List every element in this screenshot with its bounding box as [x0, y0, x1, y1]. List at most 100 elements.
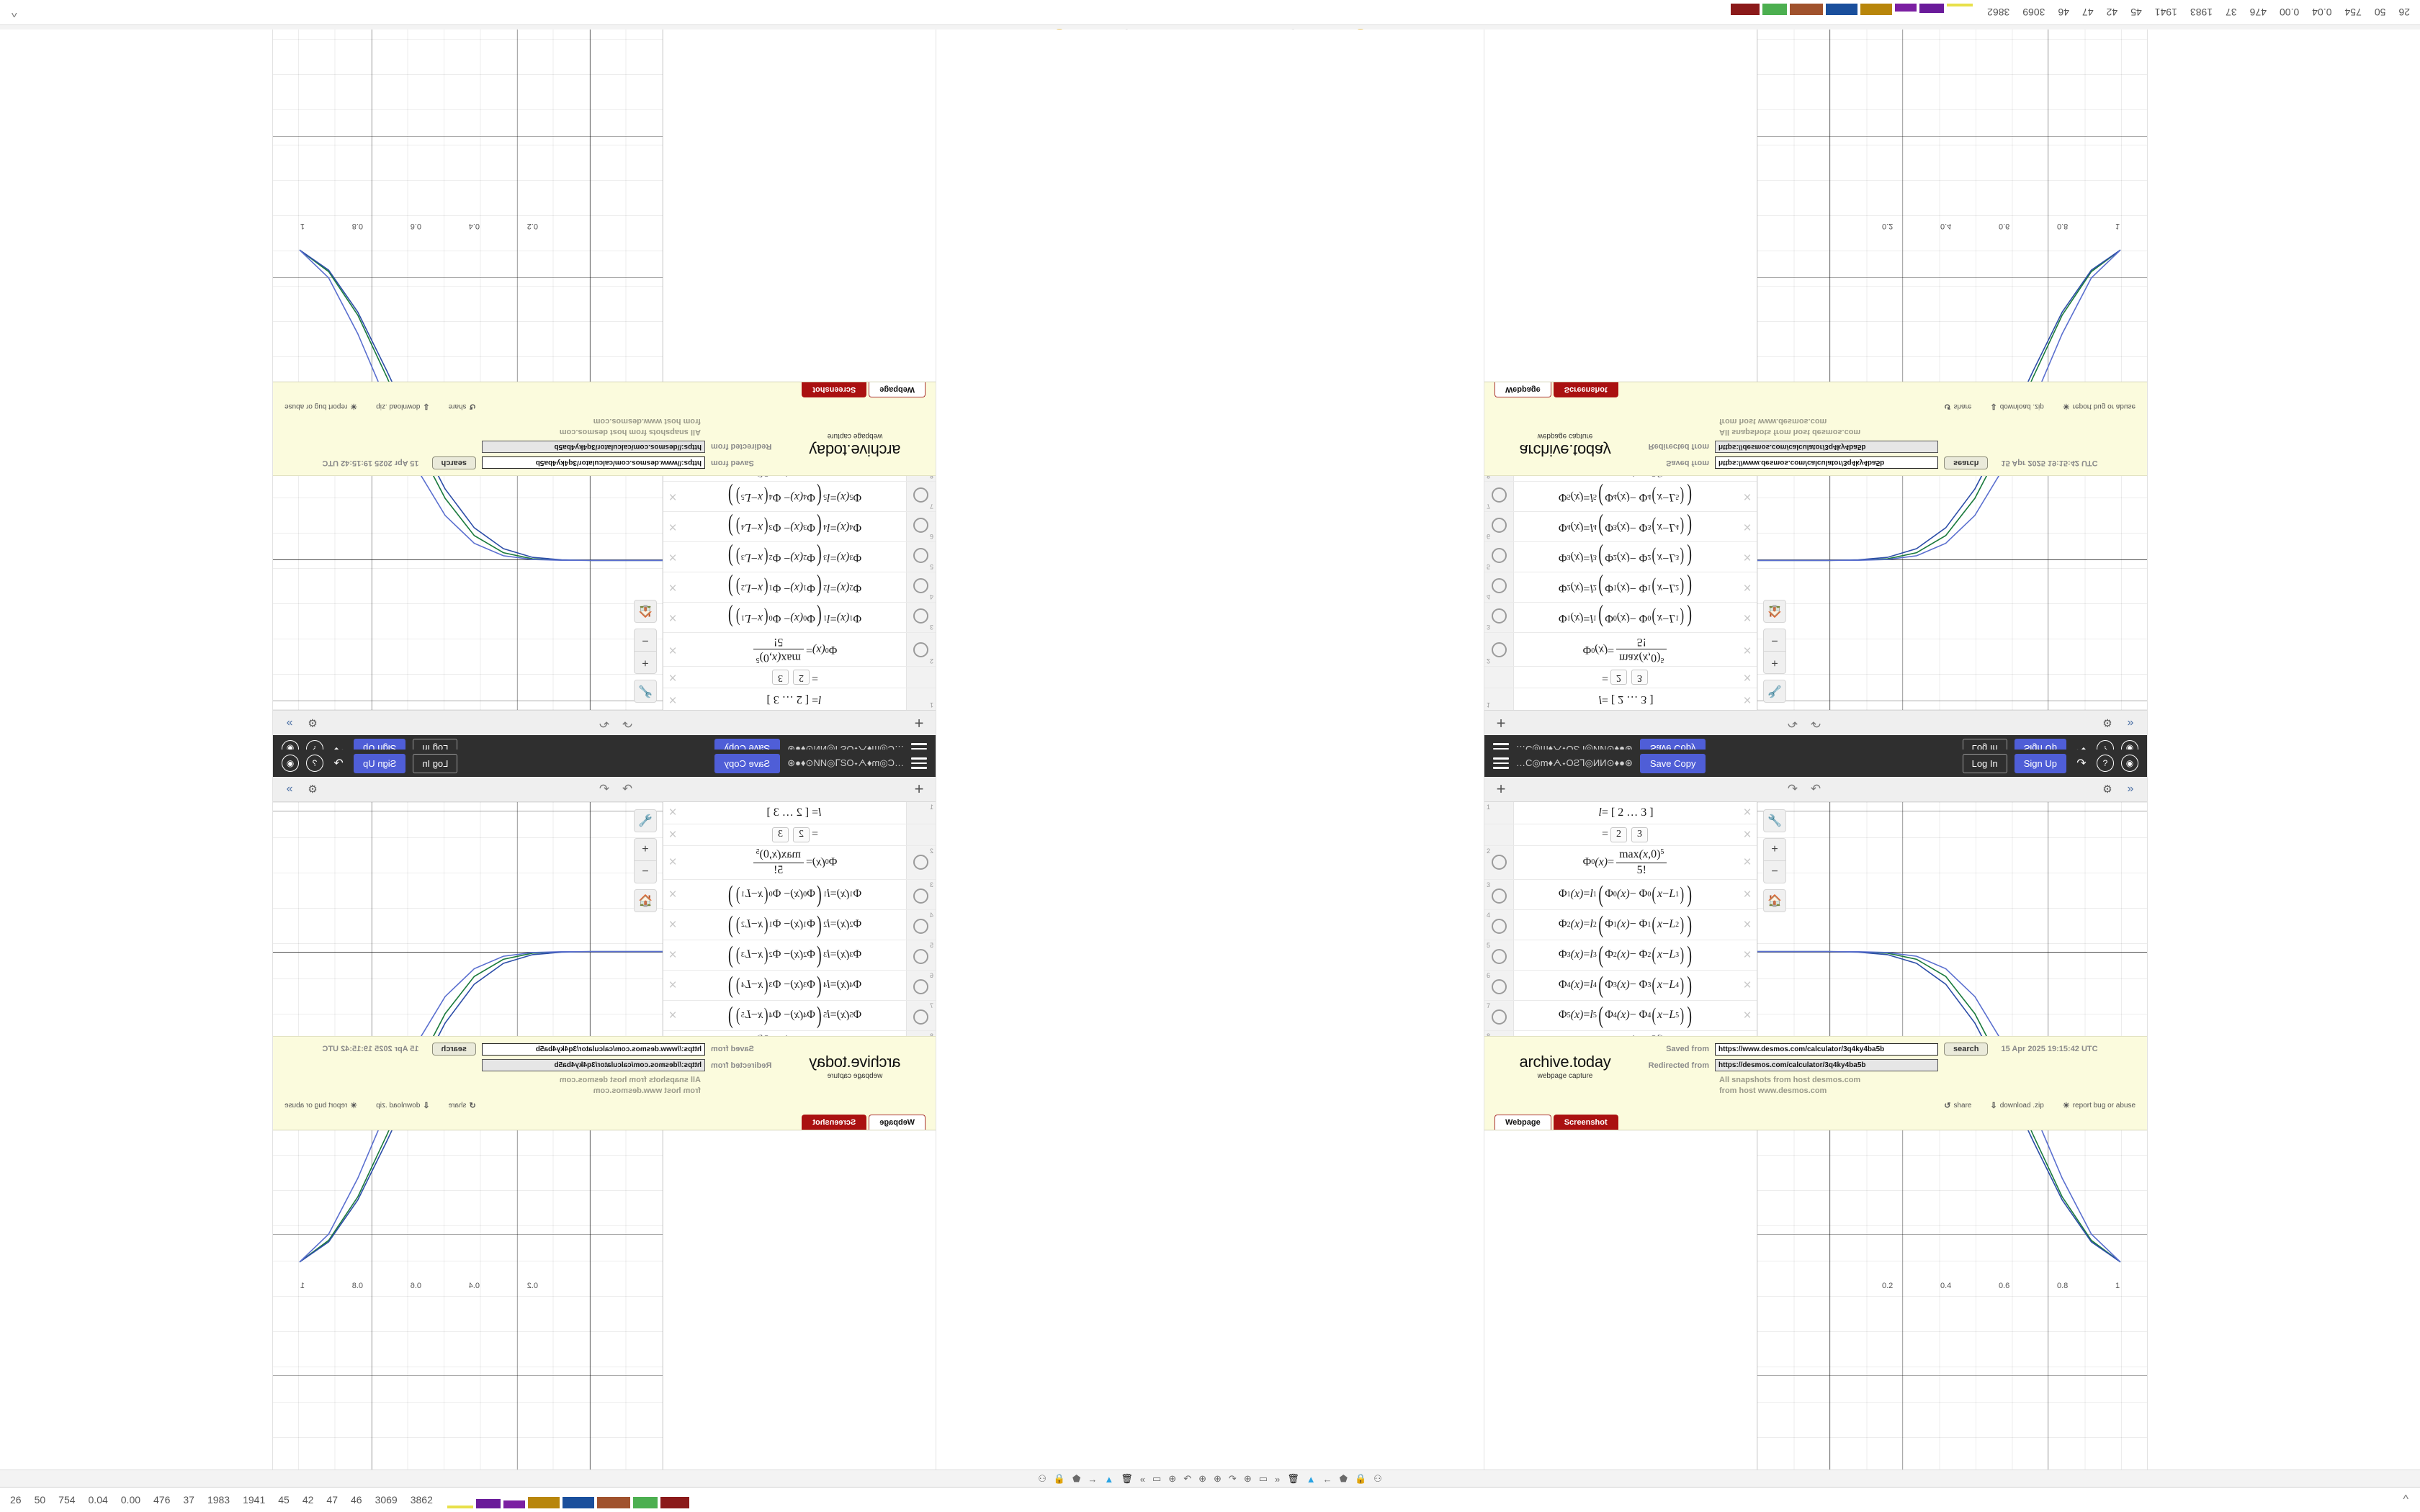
delete-expression-icon[interactable]: × [668, 670, 677, 685]
tab-screenshot[interactable]: Screenshot [802, 1114, 867, 1130]
delete-expression-icon[interactable]: × [668, 692, 677, 707]
lock-icon[interactable]: 🔒 [1354, 1473, 1367, 1484]
expression-row[interactable]: 3 Φ 1 (x) = l 1(Φ 0 (x) − Φ 0(x − L 1)) × [663, 880, 936, 910]
plot-toggle-bubble[interactable] [1491, 919, 1507, 934]
delete-expression-icon[interactable]: × [1743, 642, 1752, 657]
help-icon[interactable]: ? [2097, 755, 2114, 772]
sign-up-button[interactable]: Sign Up [2014, 753, 2066, 773]
expression-content[interactable]: Φ 1 (x) = l 1(Φ 0 (x) − Φ 0(x − L 1)) [682, 603, 906, 632]
undo-icon[interactable]: ↶ [1810, 716, 1821, 730]
search-button[interactable]: search [431, 1043, 476, 1056]
expression-row[interactable]: 2 Φ 0 (x) = max(x,0)5 5! × [663, 846, 936, 880]
expression-content[interactable]: Φ 2 (x) = l 2(Φ 1 (x) − Φ 1(x − L 2)) [682, 572, 906, 602]
download-zip-link[interactable]: ⇩ download .zip [1990, 1101, 2044, 1110]
graph-canvas[interactable]: 🔧 + − 🏠 0.2 0.4 0.6 0.8 1 [1757, 30, 2147, 710]
delete-expression-icon[interactable]: × [1743, 692, 1752, 707]
plot-toggle-bubble[interactable] [913, 979, 929, 994]
plot-toggle-bubble[interactable] [913, 487, 929, 503]
tab-webpage[interactable]: Webpage [869, 382, 926, 398]
plot-toggle-bubble[interactable] [1491, 608, 1507, 624]
delete-expression-icon[interactable]: × [1743, 670, 1752, 685]
expression-content[interactable]: Φ 3 (x) = l 3(Φ 2 (x) − Φ 2(x − L 3)) [682, 542, 906, 572]
plot-toggle-bubble[interactable] [1491, 642, 1507, 657]
expression-row[interactable]: 4 Φ 2 (x) = l 2(Φ 1 (x) − Φ 1(x − L 2)) × [1484, 572, 1757, 602]
plot-toggle-bubble[interactable] [1491, 979, 1507, 994]
add-expression-button[interactable]: + [1496, 714, 1506, 732]
plot-toggle-bubble[interactable] [1491, 888, 1507, 904]
save-copy-button[interactable]: Save Copy [714, 753, 781, 773]
settings-icon[interactable]: ⚇ [1373, 1473, 1382, 1484]
plot-toggle-bubble[interactable] [1491, 487, 1507, 503]
zoom-out-icon[interactable]: − [1764, 629, 1785, 652]
expression-content[interactable]: Φ 2 (x) = l 2(Φ 1 (x) − Φ 1(x − L 2)) [682, 910, 906, 940]
undo-icon[interactable]: ↶ [599, 716, 610, 730]
home-icon[interactable]: 🏠 [634, 600, 657, 623]
gear-icon[interactable]: ⚙ [308, 716, 318, 729]
redirected-from-input[interactable]: https://desmos.com/calculator/3q4ky4ba5b [482, 441, 705, 453]
plot-toggle-bubble[interactable] [913, 1009, 929, 1025]
redirected-from-input[interactable]: https://desmos.com/calculator/3q4ky4ba5b [1715, 441, 1938, 453]
share-icon[interactable]: ↷ [2076, 757, 2087, 770]
delete-expression-icon[interactable]: × [668, 947, 677, 963]
expression-row[interactable]: 3 Φ 1 (x) = l 1(Φ 0 (x) − Φ 0(x − L 1)) × [663, 602, 936, 632]
expression-row[interactable]: 2 Φ 0 (x) = max(x,0)5 5! × [663, 632, 936, 666]
expression-row[interactable]: 2 Φ 0 (x) = max(x,0)5 5! × [1484, 632, 1757, 666]
expression-content[interactable]: l = [ 2 … 3 ] [1514, 688, 1738, 710]
zoom-in-icon[interactable]: + [642, 657, 649, 669]
expression-row[interactable]: 6 Φ 4 (x) = l 4(Φ 3 (x) − Φ 3(x − L 4)) × [663, 511, 936, 541]
expression-content[interactable]: l = [ 2 … 3 ] [682, 688, 906, 710]
collapse-chevron-icon-bottom[interactable]: ^ [2403, 1493, 2408, 1506]
share-link[interactable]: ↺ share [448, 402, 476, 411]
plot-toggle-bubble[interactable] [913, 608, 929, 624]
download-zip-link[interactable]: ⇩ download .zip [1990, 402, 2044, 411]
expression-content[interactable]: Φ 1 (x) = l 1(Φ 0 (x) − Φ 0(x − L 1)) [682, 880, 906, 909]
share-icon[interactable]: ↷ [333, 757, 344, 770]
expression-content[interactable]: Φ 0 (x) = max(x,0)5 5! [682, 633, 906, 666]
expression-row[interactable]: 2 Φ 0 (x) = max(x,0)5 5! × [1484, 846, 1757, 880]
expression-row[interactable]: 4 Φ 2 (x) = l 2(Φ 1 (x) − Φ 1(x − L 2)) × [663, 572, 936, 602]
settings-icon[interactable]: ⚇ [1038, 1473, 1047, 1484]
wrench-icon[interactable]: 🔧 [634, 680, 657, 703]
saved-from-input[interactable]: https://www.desmos.com/calculator/3q4ky4… [1715, 456, 1938, 469]
tab-screenshot[interactable]: Screenshot [802, 382, 867, 398]
delete-expression-icon[interactable]: × [668, 642, 677, 657]
search-button[interactable]: search [1944, 1043, 1989, 1056]
share-link[interactable]: ↺ share [1944, 402, 1972, 411]
graph-canvas[interactable]: 🔧 + − 🏠 0.2 0.4 0.6 0.8 1 [273, 30, 663, 710]
delete-expression-icon[interactable]: × [1743, 549, 1752, 565]
expression-content[interactable]: Φ 5 (x) = l 5(Φ 4 (x) − Φ 4(x − L 5)) [682, 1001, 906, 1030]
redo-icon[interactable]: ↷ [1787, 716, 1798, 730]
delete-expression-icon[interactable]: × [668, 489, 677, 505]
collapse-panel-icon[interactable]: » [2127, 783, 2134, 795]
expression-row[interactable]: 3 Φ 1 (x) = l 1(Φ 0 (x) − Φ 0(x − L 1)) × [1484, 602, 1757, 632]
saved-from-input[interactable]: https://www.desmos.com/calculator/3q4ky4… [1715, 1043, 1938, 1056]
expression-row[interactable]: 1 l = [ 2 … 3 ] × [663, 802, 936, 824]
plot-toggle-bubble[interactable] [1491, 578, 1507, 593]
plot-toggle-bubble[interactable] [913, 949, 929, 964]
plot-toggle-bubble[interactable] [1491, 1009, 1507, 1025]
plot-toggle-bubble[interactable] [913, 518, 929, 533]
expression-row[interactable]: 5 Φ 3 (x) = l 3(Φ 2 (x) − Φ 2(x − L 3)) × [663, 541, 936, 572]
save-copy-button[interactable]: Save Copy [1639, 753, 1706, 773]
wrench-icon[interactable]: 🔧 [1763, 809, 1786, 832]
add-expression-button[interactable]: + [914, 780, 924, 798]
tor-icon[interactable]: ▲ [1104, 1473, 1114, 1485]
delete-expression-icon[interactable]: × [1743, 1007, 1752, 1023]
add-expression-button[interactable]: + [1496, 780, 1506, 798]
plot-toggle-bubble[interactable] [913, 642, 929, 657]
delete-expression-icon[interactable]: × [668, 805, 677, 820]
zoom-in-icon[interactable]: + [1771, 657, 1778, 669]
collapse-panel-icon[interactable]: » [286, 783, 293, 795]
expression-content[interactable]: Φ 5 (x) = l 5(Φ 4 (x) − Φ 4(x − L 5)) [1514, 482, 1738, 511]
delete-expression-icon[interactable]: × [1743, 580, 1752, 595]
expression-row[interactable]: 7 Φ 5 (x) = l 5(Φ 4 (x) − Φ 4(x − L 5)) × [1484, 481, 1757, 511]
zoom-in-icon[interactable]: + [642, 843, 649, 855]
expression-row[interactable]: 4 Φ 2 (x) = l 2(Φ 1 (x) − Φ 1(x − L 2)) × [663, 910, 936, 940]
expression-content[interactable]: Φ 5 (x) = l 5(Φ 4 (x) − Φ 4(x − L 5)) [1514, 1001, 1738, 1030]
delete-expression-icon[interactable]: × [668, 977, 677, 993]
folder-icon[interactable]: ▭ [1152, 1473, 1162, 1484]
trash-icon[interactable]: 🗑 [1287, 1473, 1299, 1484]
expression-content[interactable]: Φ 4 (x) = l 4(Φ 3 (x) − Φ 3(x − L 4)) [682, 512, 906, 541]
